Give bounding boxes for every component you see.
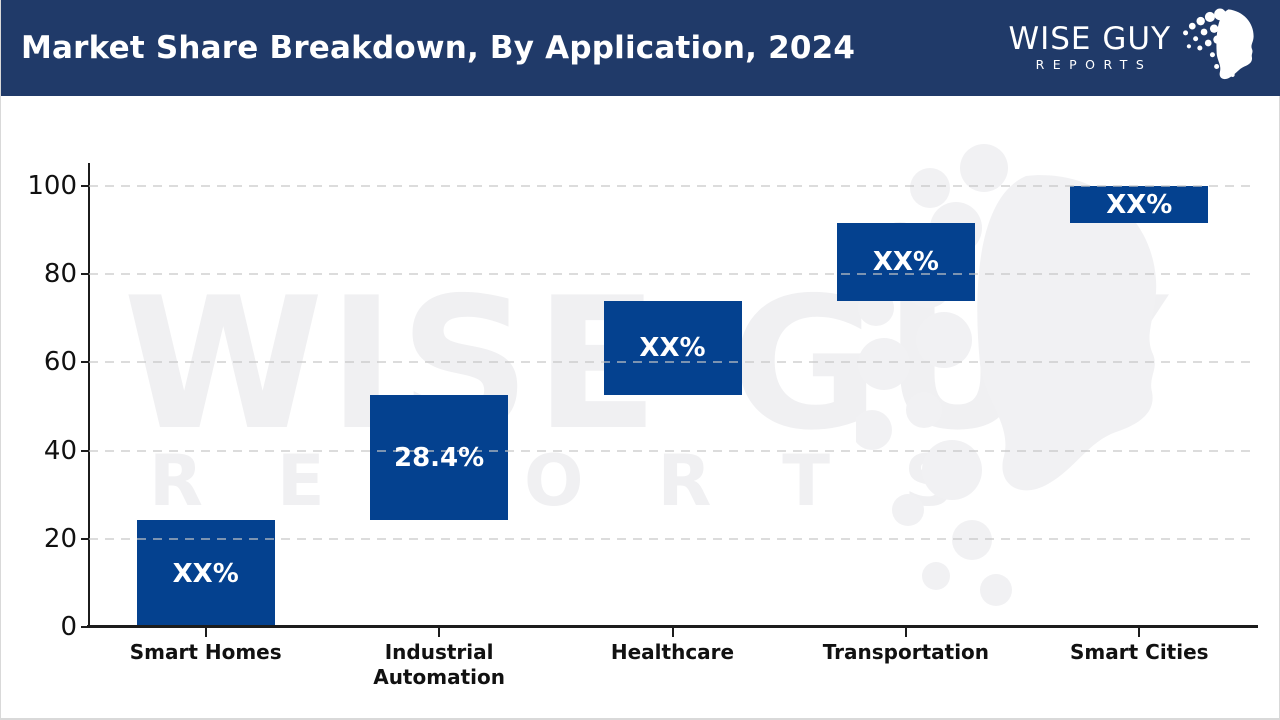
xtick-label-industrial-automation: Industrial Automation: [373, 640, 505, 689]
gridline-20: [89, 537, 1256, 540]
bar-transportation: [836, 223, 975, 301]
y-axis-line: [88, 163, 90, 628]
bar-healthcare: [603, 300, 742, 396]
wise-guy-reports-logo: WISE GUY REPORTS: [1008, 6, 1263, 90]
xtick-label-transportation: Transportation: [822, 640, 990, 664]
ytick-label: 20: [43, 523, 77, 554]
bar-label-healthcare: XX%: [639, 332, 706, 363]
xtick-mark: [438, 627, 441, 637]
ytick-mark: [81, 537, 89, 540]
xtick-mark: [1138, 627, 1141, 637]
watermark-subtext: REPORTS: [149, 440, 1029, 522]
ytick-label: 80: [43, 259, 77, 290]
logo-wordmark: WISE GUY: [1008, 21, 1171, 58]
bar-label-smart-cities: XX%: [1106, 189, 1173, 220]
ytick-mark: [81, 626, 89, 628]
bar-smart-cities: [1070, 186, 1209, 224]
page-title: Market Share Breakdown, By Application, …: [21, 30, 856, 66]
ytick-mark: [81, 361, 89, 364]
dotted-face-icon: [1183, 8, 1254, 80]
xtick-mark: [204, 627, 207, 637]
bar-label-industrial-automation: 28.4%: [393, 442, 485, 473]
logo-subtext: REPORTS: [1035, 57, 1153, 73]
xtick-label-smart-cities: Smart Cities: [1070, 640, 1209, 664]
ytick-label: 100: [27, 171, 77, 201]
x-axis-line: [87, 625, 1258, 628]
bar-industrial-automation: [370, 395, 509, 521]
xtick-label-smart-homes: Smart Homes: [129, 640, 282, 664]
ytick-label: 0: [60, 612, 77, 642]
ytick-label: 60: [43, 347, 77, 378]
bar-label-smart-homes: XX%: [172, 558, 239, 589]
ytick-label: 40: [43, 435, 77, 466]
header-bar: Market Share Breakdown, By Application, …: [1, 0, 1280, 96]
xtick-mark: [671, 627, 674, 637]
ytick-mark: [81, 273, 89, 276]
gridline-40: [89, 449, 1256, 452]
gridline-80: [89, 273, 1256, 276]
bar-label-transportation: XX%: [872, 246, 939, 277]
gridline-100: [89, 185, 1256, 187]
xtick-mark: [904, 627, 907, 637]
xtick-label-healthcare: Healthcare: [610, 640, 735, 664]
ytick-mark: [81, 185, 89, 187]
gridline-60: [89, 361, 1256, 364]
ytick-mark: [81, 449, 89, 452]
